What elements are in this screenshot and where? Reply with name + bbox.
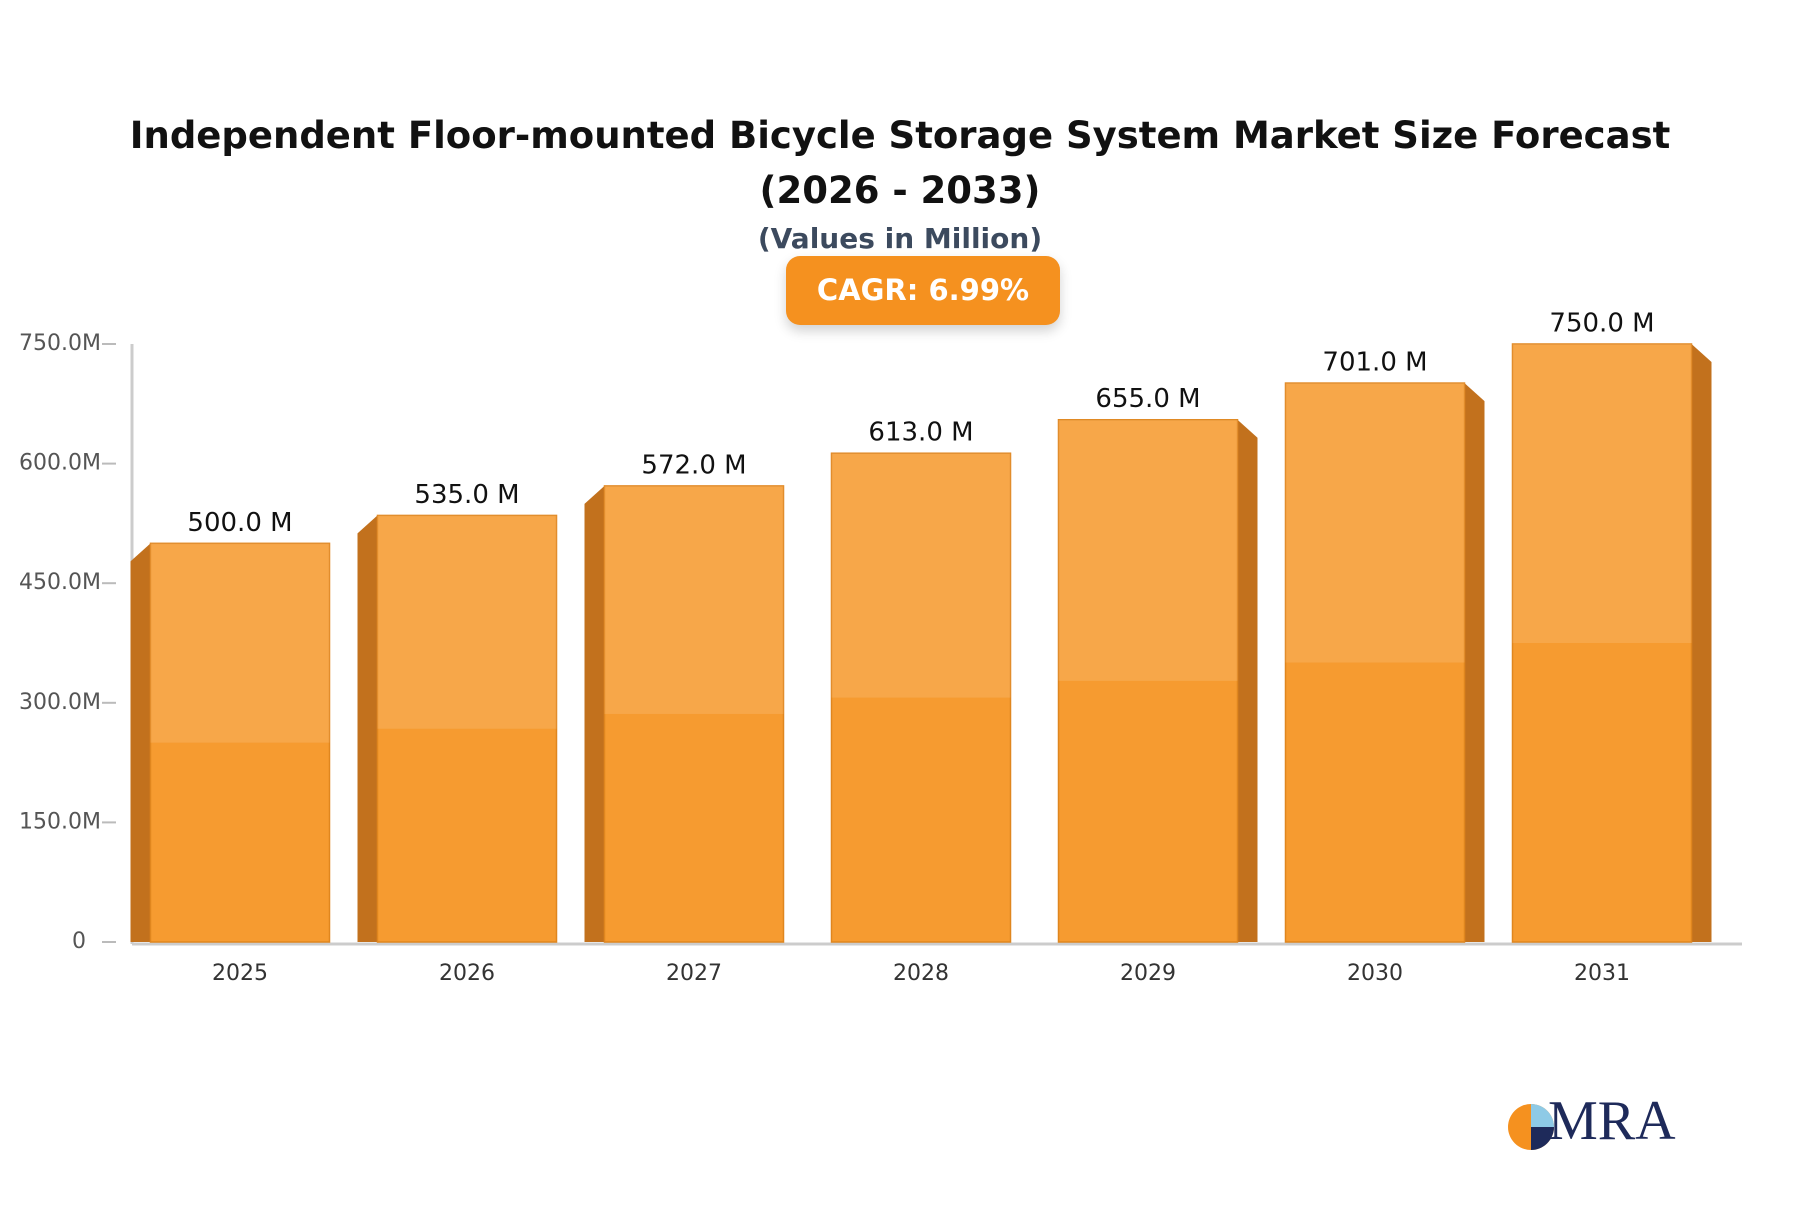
value-label: 750.0 M [1549,309,1654,339]
bar [376,514,558,943]
bar-side [357,515,378,942]
chart-title: Independent Floor-mounted Bicycle Storag… [129,114,1671,212]
x-tick-label: 2026 [439,961,495,986]
y-tick-label: 300.0M [19,690,101,715]
bar-highlight [604,485,784,714]
cagr-badge: CAGR: 6.99% [786,256,1060,325]
value-label: 535.0 M [414,480,519,510]
bar-highlight [150,543,330,743]
chart-subtitle: (Values in Million) [757,222,1043,255]
bar-highlight [1512,344,1692,643]
value-label: 701.0 M [1322,348,1427,378]
x-tick-label: 2027 [666,961,722,986]
logo-text: MRA [1548,1090,1676,1152]
bar [149,542,331,943]
x-tick-label: 2030 [1347,961,1403,986]
bar [1057,418,1239,943]
bar [1511,343,1693,943]
logo-icon-part [1531,1127,1554,1150]
value-label: 613.0 M [868,418,973,448]
value-label: 500.0 M [187,508,292,538]
y-tick-label: 450.0M [19,570,101,595]
y-tick-label: 0 [72,929,86,954]
x-tick-label: 2028 [893,961,949,986]
bar-side [1237,419,1258,942]
x-tick-label: 2025 [212,961,268,986]
bar-side [1691,344,1712,942]
bar-highlight [1285,383,1465,663]
bar-side [584,485,605,942]
y-tick-label: 150.0M [19,809,101,834]
bar-highlight [1058,419,1238,681]
bar-highlight [377,515,557,729]
bar [1284,382,1466,943]
y-tick-label: 600.0M [19,451,101,476]
bar-side [1464,383,1485,942]
bar-highlight [831,453,1011,698]
value-label: 655.0 M [1095,384,1200,414]
bar [830,452,1012,943]
logo-icon-part [1531,1104,1554,1127]
x-tick-label: 2031 [1574,961,1630,986]
x-tick-label: 2029 [1120,961,1176,986]
value-label: 572.0 M [641,450,746,480]
bar [603,485,785,943]
bar-side [130,543,151,942]
y-tick-label: 750.0M [19,331,101,356]
